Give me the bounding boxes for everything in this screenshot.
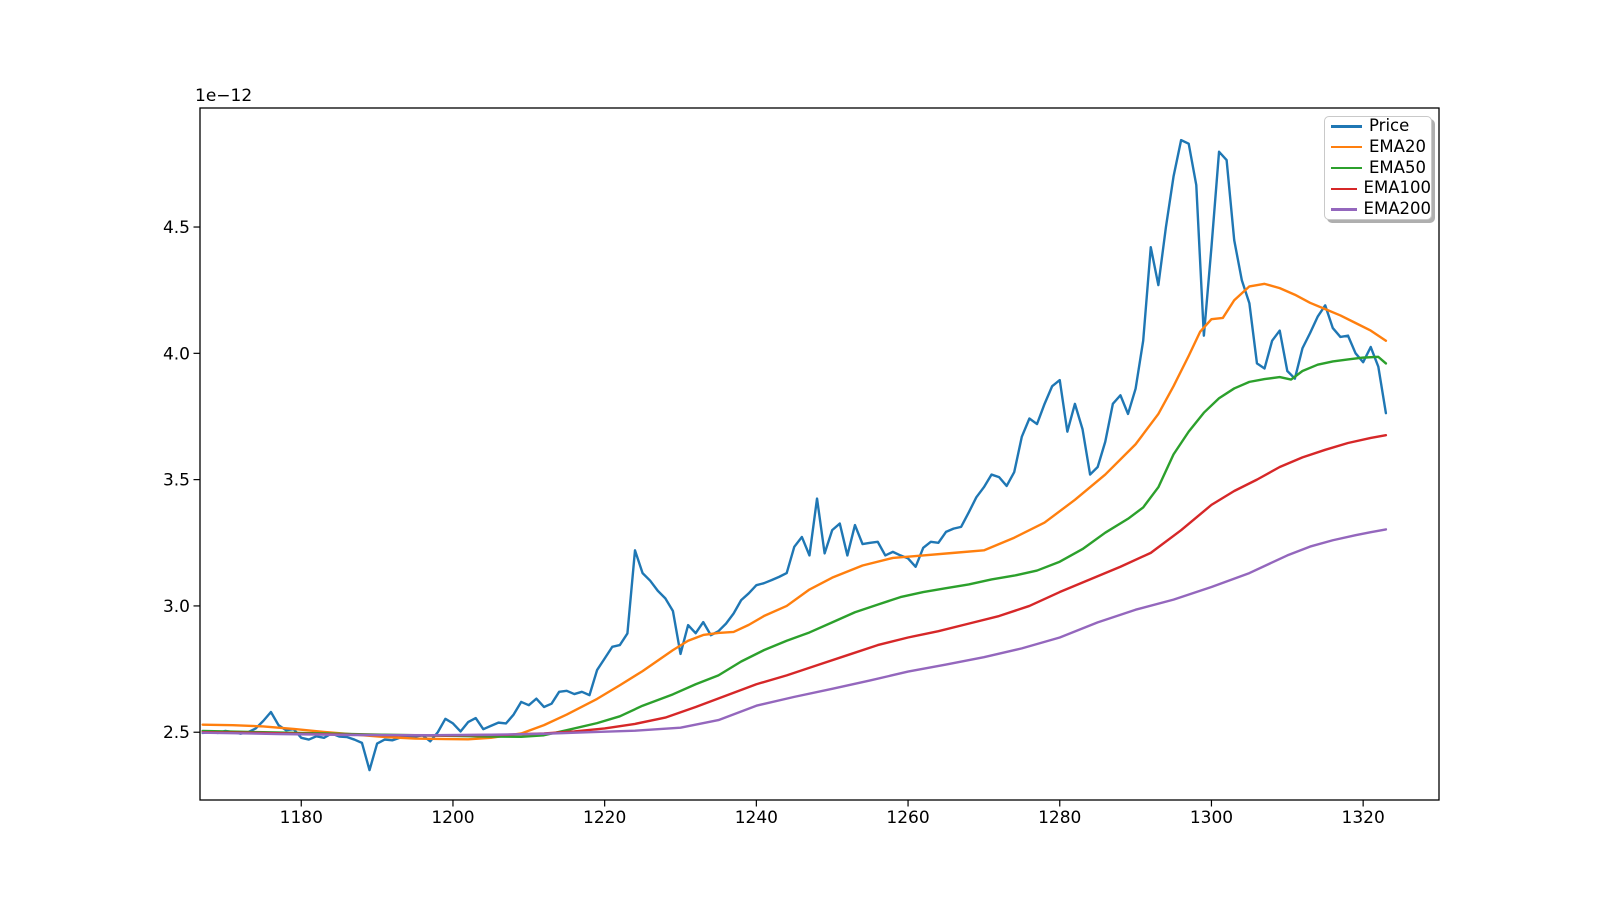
ema100-line-swatch	[1331, 187, 1357, 190]
ema20-line-swatch	[1331, 146, 1362, 149]
legend-label-ema200: EMA200	[1363, 199, 1431, 219]
y-axis-offset-label: 1e−12	[195, 86, 253, 106]
y-tick-label: 3.0	[163, 597, 190, 617]
x-tick-label: 1180	[280, 808, 323, 828]
x-tick-label: 1300	[1190, 808, 1233, 828]
y-tick-label: 4.0	[163, 344, 190, 364]
price-line	[201, 138, 1388, 772]
ema50-line	[201, 355, 1388, 738]
x-tick-label: 1260	[886, 808, 929, 828]
legend-label-ema50: EMA50	[1369, 157, 1426, 177]
y-tick-label: 2.5	[163, 723, 190, 743]
y-tick-label: 3.5	[163, 471, 190, 491]
ema50-line-swatch	[1331, 166, 1362, 170]
legend-item-price: Price	[1331, 116, 1431, 137]
x-tick-label: 1320	[1342, 808, 1385, 828]
x-tick-label: 1240	[735, 808, 778, 828]
legend-item-ema20: EMA20	[1331, 137, 1431, 158]
x-tick-label: 1280	[1038, 808, 1081, 828]
legend: Price EMA20 EMA50 EMA100 EMA200	[1324, 116, 1432, 220]
x-tick-label: 1200	[431, 808, 474, 828]
ema200-line	[201, 528, 1388, 737]
x-tick-label: 1220	[583, 808, 626, 828]
ema100-line	[201, 433, 1388, 737]
ema200-line-swatch	[1331, 208, 1357, 211]
ema20-line	[201, 282, 1388, 741]
legend-item-ema50: EMA50	[1331, 158, 1431, 179]
axes-frame	[199, 107, 1440, 801]
legend-label-ema20: EMA20	[1369, 136, 1426, 156]
legend-item-ema100: EMA100	[1331, 178, 1431, 199]
legend-label-ema100: EMA100	[1363, 178, 1431, 198]
legend-item-ema200: EMA200	[1331, 199, 1431, 220]
price-line-swatch	[1331, 125, 1362, 128]
y-tick-label: 4.5	[163, 218, 190, 238]
legend-label-price: Price	[1369, 116, 1410, 136]
